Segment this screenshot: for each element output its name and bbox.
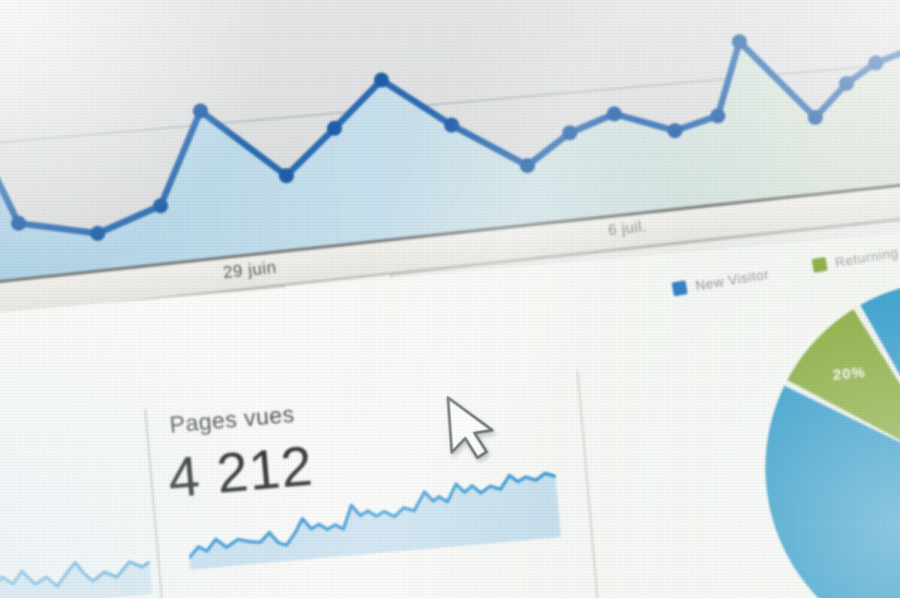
cursor-arrow-icon	[446, 394, 498, 465]
axis-tick-6-juil: 6 juil.	[607, 218, 648, 240]
metric-title: Pages vues	[168, 400, 296, 438]
legend-swatch-returning-visitor-icon	[811, 256, 828, 273]
pie-slice-label: 20%	[832, 363, 867, 384]
metric-card-pages-vues[interactable]: Pages vues 4 212	[144, 370, 604, 598]
left-metric-sparkline	[0, 560, 153, 598]
legend-swatch-new-visitor-icon	[671, 280, 688, 297]
metric-card-left[interactable]	[0, 409, 169, 598]
axis-tick-29-juin: 29 juin	[222, 257, 278, 283]
legend-label: New Visitor	[694, 265, 771, 294]
